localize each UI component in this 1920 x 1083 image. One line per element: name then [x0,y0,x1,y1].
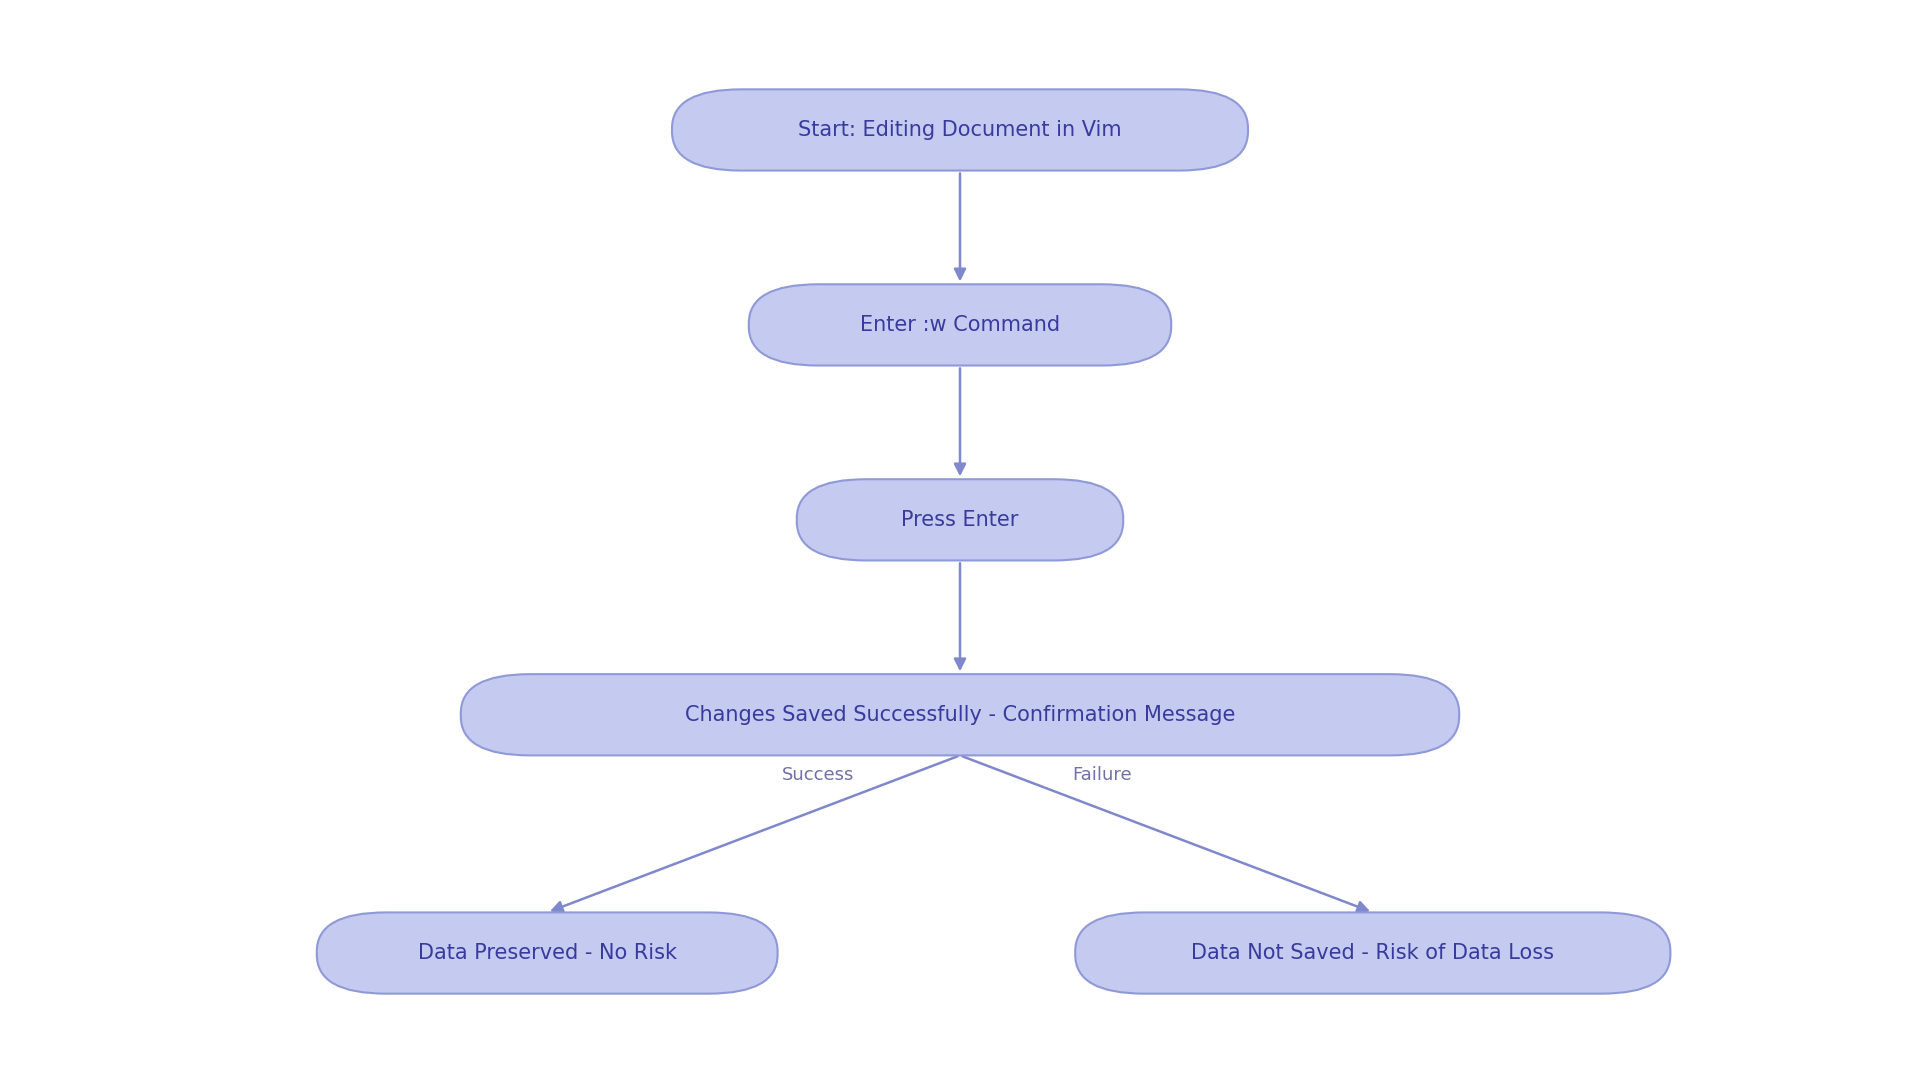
Text: Changes Saved Successfully - Confirmation Message: Changes Saved Successfully - Confirmatio… [685,705,1235,725]
FancyBboxPatch shape [1075,912,1670,994]
Text: Data Preserved - No Risk: Data Preserved - No Risk [419,943,676,963]
Text: Failure: Failure [1071,766,1131,784]
Text: Data Not Saved - Risk of Data Loss: Data Not Saved - Risk of Data Loss [1190,943,1555,963]
FancyBboxPatch shape [749,285,1171,366]
Text: Press Enter: Press Enter [900,510,1020,530]
Text: Enter :w Command: Enter :w Command [860,315,1060,335]
Text: Success: Success [781,766,854,784]
FancyBboxPatch shape [317,912,778,994]
FancyBboxPatch shape [461,674,1459,756]
FancyBboxPatch shape [672,90,1248,170]
FancyBboxPatch shape [797,479,1123,561]
Text: Start: Editing Document in Vim: Start: Editing Document in Vim [799,120,1121,140]
